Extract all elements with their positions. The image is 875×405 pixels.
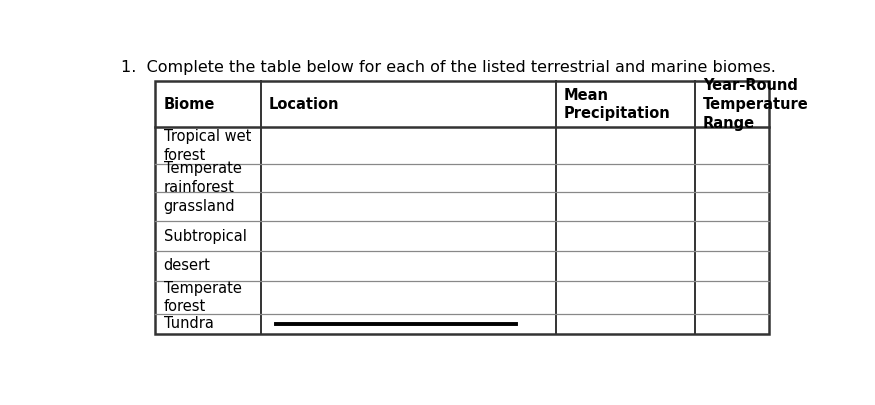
Text: Year-Round
Temperature
Range: Year-Round Temperature Range xyxy=(703,78,808,130)
Text: Tropical wet
forest: Tropical wet forest xyxy=(164,129,251,163)
Text: Temperate
forest: Temperate forest xyxy=(164,281,242,314)
Bar xyxy=(156,81,768,334)
Text: Temperate
rainforest: Temperate rainforest xyxy=(164,161,242,195)
Text: Biome: Biome xyxy=(164,97,215,112)
Text: Tundra: Tundra xyxy=(164,316,214,331)
Text: Mean
Precipitation: Mean Precipitation xyxy=(564,87,670,121)
Text: grassland: grassland xyxy=(164,199,235,214)
Text: Subtropical: Subtropical xyxy=(164,229,247,244)
Text: Location: Location xyxy=(269,97,340,112)
Text: desert: desert xyxy=(164,258,211,273)
Text: 1.  Complete the table below for each of the listed terrestrial and marine biome: 1. Complete the table below for each of … xyxy=(121,60,776,75)
